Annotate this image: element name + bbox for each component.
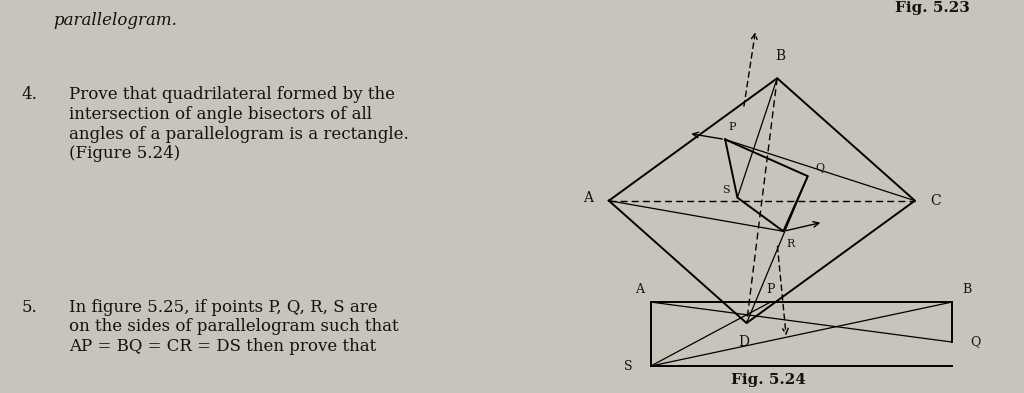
- Text: Prove that quadrilateral formed by the
intersection of angle bisectors of all
an: Prove that quadrilateral formed by the i…: [70, 86, 409, 162]
- Text: P: P: [766, 283, 775, 296]
- Text: P: P: [728, 122, 735, 132]
- Text: A: A: [584, 191, 594, 205]
- Text: C: C: [930, 194, 941, 208]
- Text: S: S: [722, 185, 730, 195]
- Text: parallelogram.: parallelogram.: [53, 12, 177, 29]
- Text: Fig. 5.23: Fig. 5.23: [895, 1, 970, 15]
- Text: A: A: [635, 283, 644, 296]
- Text: 4.: 4.: [22, 86, 37, 103]
- Text: In figure 5.25, if points P, Q, R, S are
on the sides of parallelogram such that: In figure 5.25, if points P, Q, R, S are…: [70, 299, 398, 355]
- Text: 5.: 5.: [22, 299, 37, 316]
- Text: D: D: [738, 335, 749, 349]
- Text: Fig. 5.24: Fig. 5.24: [730, 373, 806, 387]
- Text: Q: Q: [815, 163, 824, 173]
- Text: S: S: [624, 360, 633, 373]
- Text: B: B: [962, 283, 971, 296]
- Text: Q: Q: [970, 336, 981, 349]
- Text: B: B: [775, 49, 785, 63]
- Text: R: R: [786, 239, 795, 249]
